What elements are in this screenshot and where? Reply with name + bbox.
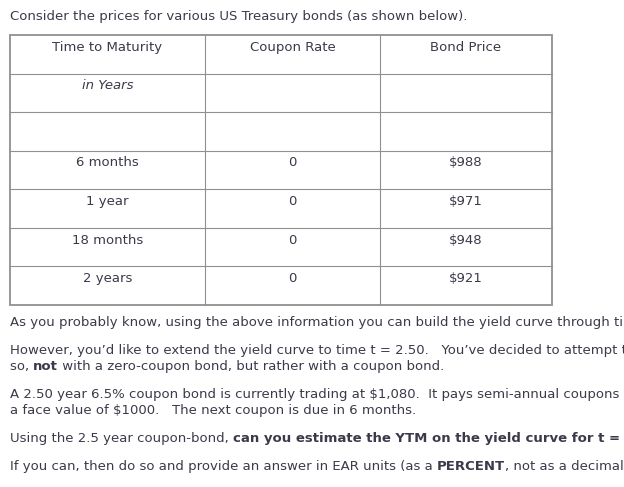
Text: Bond Price: Bond Price (431, 41, 502, 54)
Text: $921: $921 (449, 272, 483, 285)
Text: 6 months: 6 months (76, 156, 139, 169)
Text: a face value of $1000.   The next coupon is due in 6 months.: a face value of $1000. The next coupon i… (10, 404, 416, 417)
Text: with a zero-coupon bond, but rather with a coupon bond.: with a zero-coupon bond, but rather with… (58, 360, 444, 373)
Text: 0: 0 (288, 195, 296, 208)
Text: PERCENT: PERCENT (437, 460, 505, 473)
Text: $988: $988 (449, 156, 483, 169)
Bar (10, 35, 552, 305)
Text: 1 year: 1 year (86, 195, 129, 208)
Text: 18 months: 18 months (72, 234, 143, 246)
Text: in Years: in Years (82, 79, 134, 93)
Text: As you probably know, using the above information you can build the yield curve : As you probably know, using the above in… (10, 316, 624, 329)
Text: Time to Maturity: Time to Maturity (52, 41, 163, 54)
Text: 0: 0 (288, 272, 296, 285)
Text: If you can, then do so and provide an answer in EAR units (as a: If you can, then do so and provide an an… (10, 460, 437, 473)
Text: 0: 0 (288, 234, 296, 246)
Text: Consider the prices for various US Treasury bonds (as shown below).: Consider the prices for various US Treas… (10, 10, 467, 23)
Text: Coupon Rate: Coupon Rate (250, 41, 335, 54)
Text: Using the 2.5 year coupon-bond,: Using the 2.5 year coupon-bond, (10, 432, 233, 445)
Text: 2 years: 2 years (83, 272, 132, 285)
Text: , not as a decimal).: , not as a decimal). (505, 460, 624, 473)
Text: can you estimate the YTM on the yield curve for t = 2.5?: can you estimate the YTM on the yield cu… (233, 432, 624, 445)
Text: 0: 0 (288, 156, 296, 169)
Text: not: not (33, 360, 58, 373)
Text: $948: $948 (449, 234, 483, 246)
Text: so,: so, (10, 360, 33, 373)
Text: However, you’d like to extend the yield curve to time t = 2.50.   You’ve decided: However, you’d like to extend the yield … (10, 344, 624, 357)
Text: A 2.50 year 6.5% coupon bond is currently trading at $1,080.  It pays semi-annua: A 2.50 year 6.5% coupon bond is currentl… (10, 388, 624, 401)
Text: $971: $971 (449, 195, 483, 208)
